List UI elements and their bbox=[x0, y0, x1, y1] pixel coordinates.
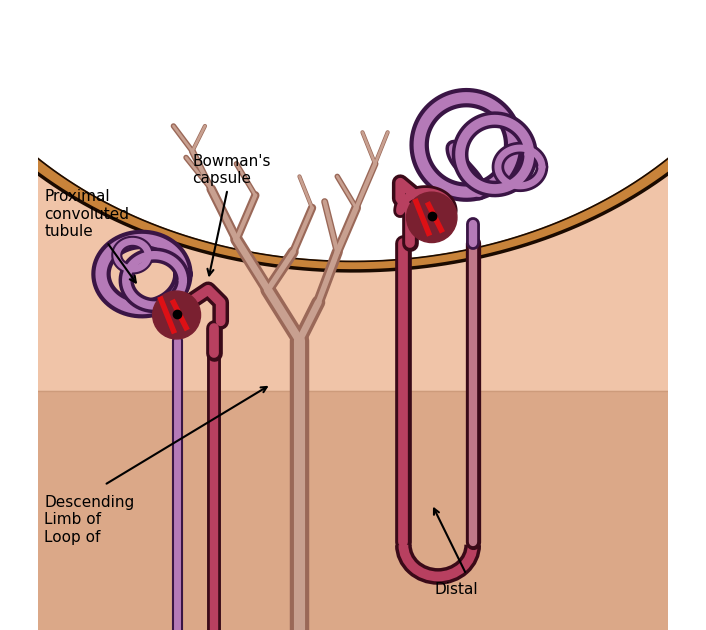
Circle shape bbox=[407, 192, 457, 243]
Circle shape bbox=[152, 291, 201, 339]
Text: Proximal
convoluted
tubule: Proximal convoluted tubule bbox=[44, 189, 136, 282]
Polygon shape bbox=[0, 0, 706, 271]
Text: Bowman's
capsule: Bowman's capsule bbox=[192, 154, 271, 275]
Polygon shape bbox=[0, 391, 706, 630]
Text: Descending
Limb of
Loop of: Descending Limb of Loop of bbox=[44, 495, 135, 545]
Text: Distal: Distal bbox=[435, 581, 479, 597]
